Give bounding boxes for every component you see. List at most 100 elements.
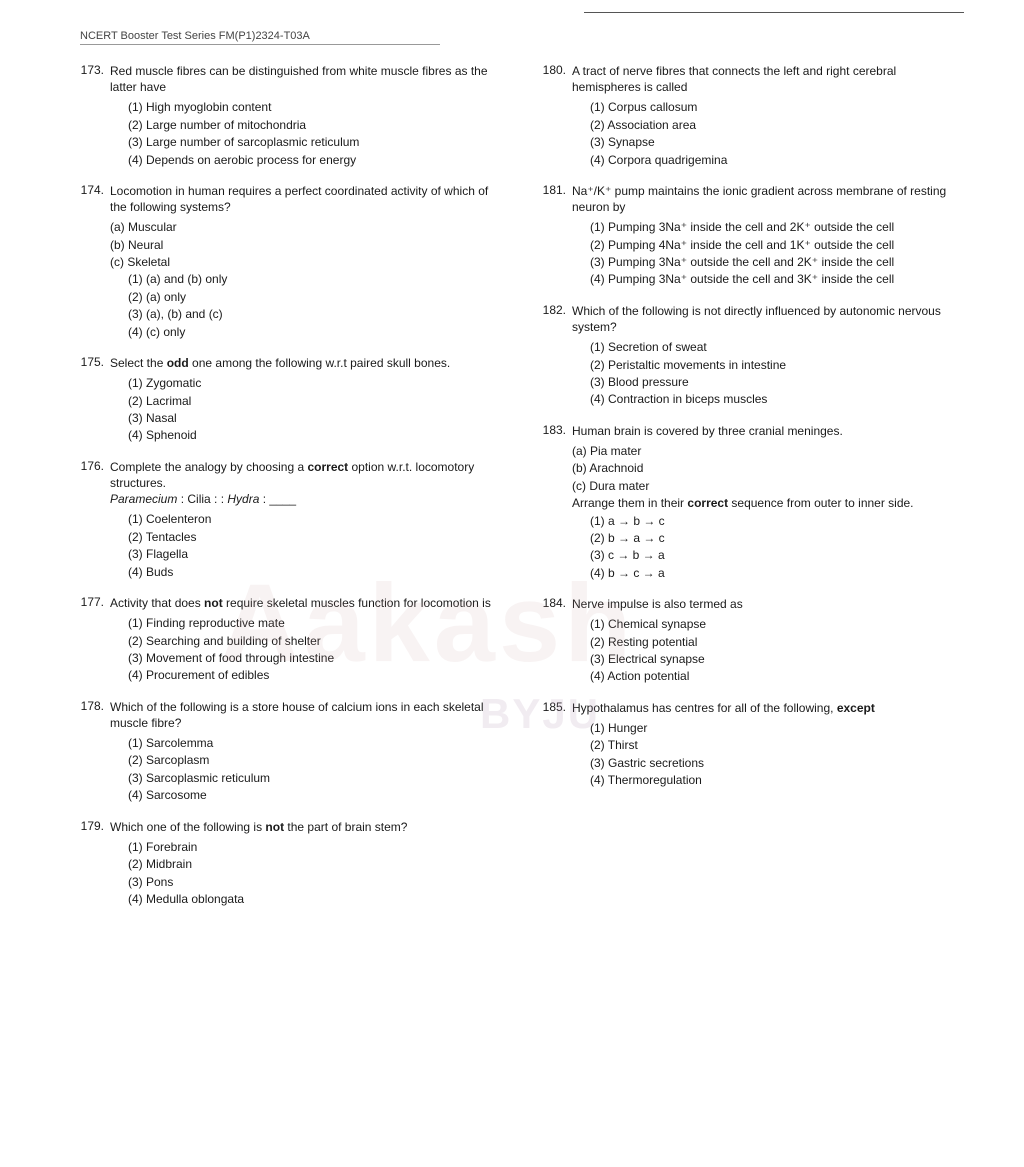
question-number: 178.: [80, 699, 110, 805]
option-item: (3) Large number of sarcoplasmic reticul…: [128, 134, 502, 151]
option-item: (4) Sarcosome: [128, 787, 502, 804]
question-text: Which one of the following is not the pa…: [110, 819, 502, 835]
option-item: (3) Sarcoplasmic reticulum: [128, 770, 502, 787]
option-item: (2) Peristaltic movements in intestine: [590, 357, 964, 374]
option-item: (4) Corpora quadrigemina: [590, 152, 964, 169]
question-body: Which one of the following is not the pa…: [110, 819, 502, 909]
question-options: (1) Chemical synapse(2) Resting potentia…: [572, 616, 964, 686]
question: 175.Select the odd one among the followi…: [80, 355, 502, 445]
question-options: (1) Sarcolemma(2) Sarcoplasm(3) Sarcopla…: [110, 735, 502, 805]
sub-item: (b) Arachnoid: [572, 460, 964, 477]
question-body: Red muscle fibres can be distinguished f…: [110, 63, 502, 169]
question-number: 180.: [542, 63, 572, 169]
page-header: NCERT Booster Test Series FM(P1)2324-T03…: [80, 30, 440, 45]
option-item: (1) Secretion of sweat: [590, 339, 964, 356]
question-number: 179.: [80, 819, 110, 909]
option-item: (3) Nasal: [128, 410, 502, 427]
sub-item: (a) Muscular: [110, 219, 502, 236]
columns: 173.Red muscle fibres can be distinguish…: [80, 63, 964, 922]
option-item: (2) Lacrimal: [128, 393, 502, 410]
question: 185.Hypothalamus has centres for all of …: [542, 700, 964, 790]
option-item: (4) Pumping 3Na⁺ outside the cell and 3K…: [590, 271, 964, 288]
option-item: (1) a → b → c: [590, 513, 964, 530]
option-item: (1) Hunger: [590, 720, 964, 737]
question: 183.Human brain is covered by three cran…: [542, 423, 964, 582]
option-item: (3) Pumping 3Na⁺ outside the cell and 2K…: [590, 254, 964, 271]
option-item: (2) Large number of mitochondria: [128, 117, 502, 134]
question-options: (1) Zygomatic(2) Lacrimal(3) Nasal(4) Sp…: [110, 375, 502, 445]
question-options: (1) a → b → c(2) b → a → c(3) c → b → a(…: [572, 513, 964, 583]
question-text: Activity that does not require skeletal …: [110, 595, 502, 611]
option-item: (3) Flagella: [128, 546, 502, 563]
question-text: Which of the following is not directly i…: [572, 303, 964, 335]
question-text: Select the odd one among the following w…: [110, 355, 502, 371]
option-item: (2) (a) only: [128, 289, 502, 306]
question: 178.Which of the following is a store ho…: [80, 699, 502, 805]
question-text: Which of the following is a store house …: [110, 699, 502, 731]
option-item: (1) Zygomatic: [128, 375, 502, 392]
sub-item: Arrange them in their correct sequence f…: [572, 495, 964, 512]
question-number: 184.: [542, 596, 572, 686]
question-options: (1) Pumping 3Na⁺ inside the cell and 2K⁺…: [572, 219, 964, 289]
option-item: (3) Blood pressure: [590, 374, 964, 391]
question-body: Human brain is covered by three cranial …: [572, 423, 964, 582]
option-item: (2) Midbrain: [128, 856, 502, 873]
option-item: (4) Procurement of edibles: [128, 667, 502, 684]
question-options: (1) Corpus callosum(2) Association area(…: [572, 99, 964, 169]
question: 176.Complete the analogy by choosing a c…: [80, 459, 502, 581]
question-text: Red muscle fibres can be distinguished f…: [110, 63, 502, 95]
option-item: (1) Corpus callosum: [590, 99, 964, 116]
question-options: (1) Hunger(2) Thirst(3) Gastric secretio…: [572, 720, 964, 790]
question-options: (1) Finding reproductive mate(2) Searchi…: [110, 615, 502, 685]
question-number: 175.: [80, 355, 110, 445]
sub-item: (b) Neural: [110, 237, 502, 254]
question-text: A tract of nerve fibres that connects th…: [572, 63, 964, 95]
question-body: Activity that does not require skeletal …: [110, 595, 502, 685]
question-body: Complete the analogy by choosing a corre…: [110, 459, 502, 581]
left-column: 173.Red muscle fibres can be distinguish…: [80, 63, 502, 922]
option-item: (2) Pumping 4Na⁺ inside the cell and 1K⁺…: [590, 237, 964, 254]
sub-item: (a) Pia mater: [572, 443, 964, 460]
question-number: 174.: [80, 183, 110, 341]
question: 180.A tract of nerve fibres that connect…: [542, 63, 964, 169]
question-body: Locomotion in human requires a perfect c…: [110, 183, 502, 341]
question: 181.Na⁺/K⁺ pump maintains the ionic grad…: [542, 183, 964, 289]
question-options: (1) Forebrain(2) Midbrain(3) Pons(4) Med…: [110, 839, 502, 909]
option-item: (3) Gastric secretions: [590, 755, 964, 772]
question-text: Human brain is covered by three cranial …: [572, 423, 964, 439]
right-column: 180.A tract of nerve fibres that connect…: [542, 63, 964, 922]
question-body: Which of the following is not directly i…: [572, 303, 964, 409]
question-text: Locomotion in human requires a perfect c…: [110, 183, 502, 215]
option-item: (1) (a) and (b) only: [128, 271, 502, 288]
option-item: (4) Action potential: [590, 668, 964, 685]
question-subs: (a) Muscular(b) Neural(c) Skeletal: [110, 219, 502, 271]
option-item: (2) Resting potential: [590, 634, 964, 651]
question-subs: (a) Pia mater(b) Arachnoid(c) Dura mater…: [572, 443, 964, 513]
option-item: (4) Thermoregulation: [590, 772, 964, 789]
question-body: Na⁺/K⁺ pump maintains the ionic gradient…: [572, 183, 964, 289]
option-item: (2) Association area: [590, 117, 964, 134]
question-options: (1) High myoglobin content(2) Large numb…: [110, 99, 502, 169]
option-item: (3) (a), (b) and (c): [128, 306, 502, 323]
question-body: Which of the following is a store house …: [110, 699, 502, 805]
question: 177.Activity that does not require skele…: [80, 595, 502, 685]
option-item: (3) Synapse: [590, 134, 964, 151]
question-options: (1) Coelenteron(2) Tentacles(3) Flagella…: [110, 511, 502, 581]
option-item: (1) Coelenteron: [128, 511, 502, 528]
option-item: (3) Movement of food through intestine: [128, 650, 502, 667]
option-item: (4) Contraction in biceps muscles: [590, 391, 964, 408]
option-item: (1) Sarcolemma: [128, 735, 502, 752]
question-number: 183.: [542, 423, 572, 582]
option-item: (4) Sphenoid: [128, 427, 502, 444]
option-item: (2) Sarcoplasm: [128, 752, 502, 769]
question-options: (1) (a) and (b) only(2) (a) only(3) (a),…: [110, 271, 502, 341]
option-item: (4) Medulla oblongata: [128, 891, 502, 908]
question-text: Nerve impulse is also termed as: [572, 596, 964, 612]
question-body: Select the odd one among the following w…: [110, 355, 502, 445]
option-item: (2) Thirst: [590, 737, 964, 754]
option-item: (4) Buds: [128, 564, 502, 581]
option-item: (2) Searching and building of shelter: [128, 633, 502, 650]
question-number: 173.: [80, 63, 110, 169]
question-body: Nerve impulse is also termed as (1) Chemi…: [572, 596, 964, 686]
question-body: Hypothalamus has centres for all of the …: [572, 700, 964, 790]
